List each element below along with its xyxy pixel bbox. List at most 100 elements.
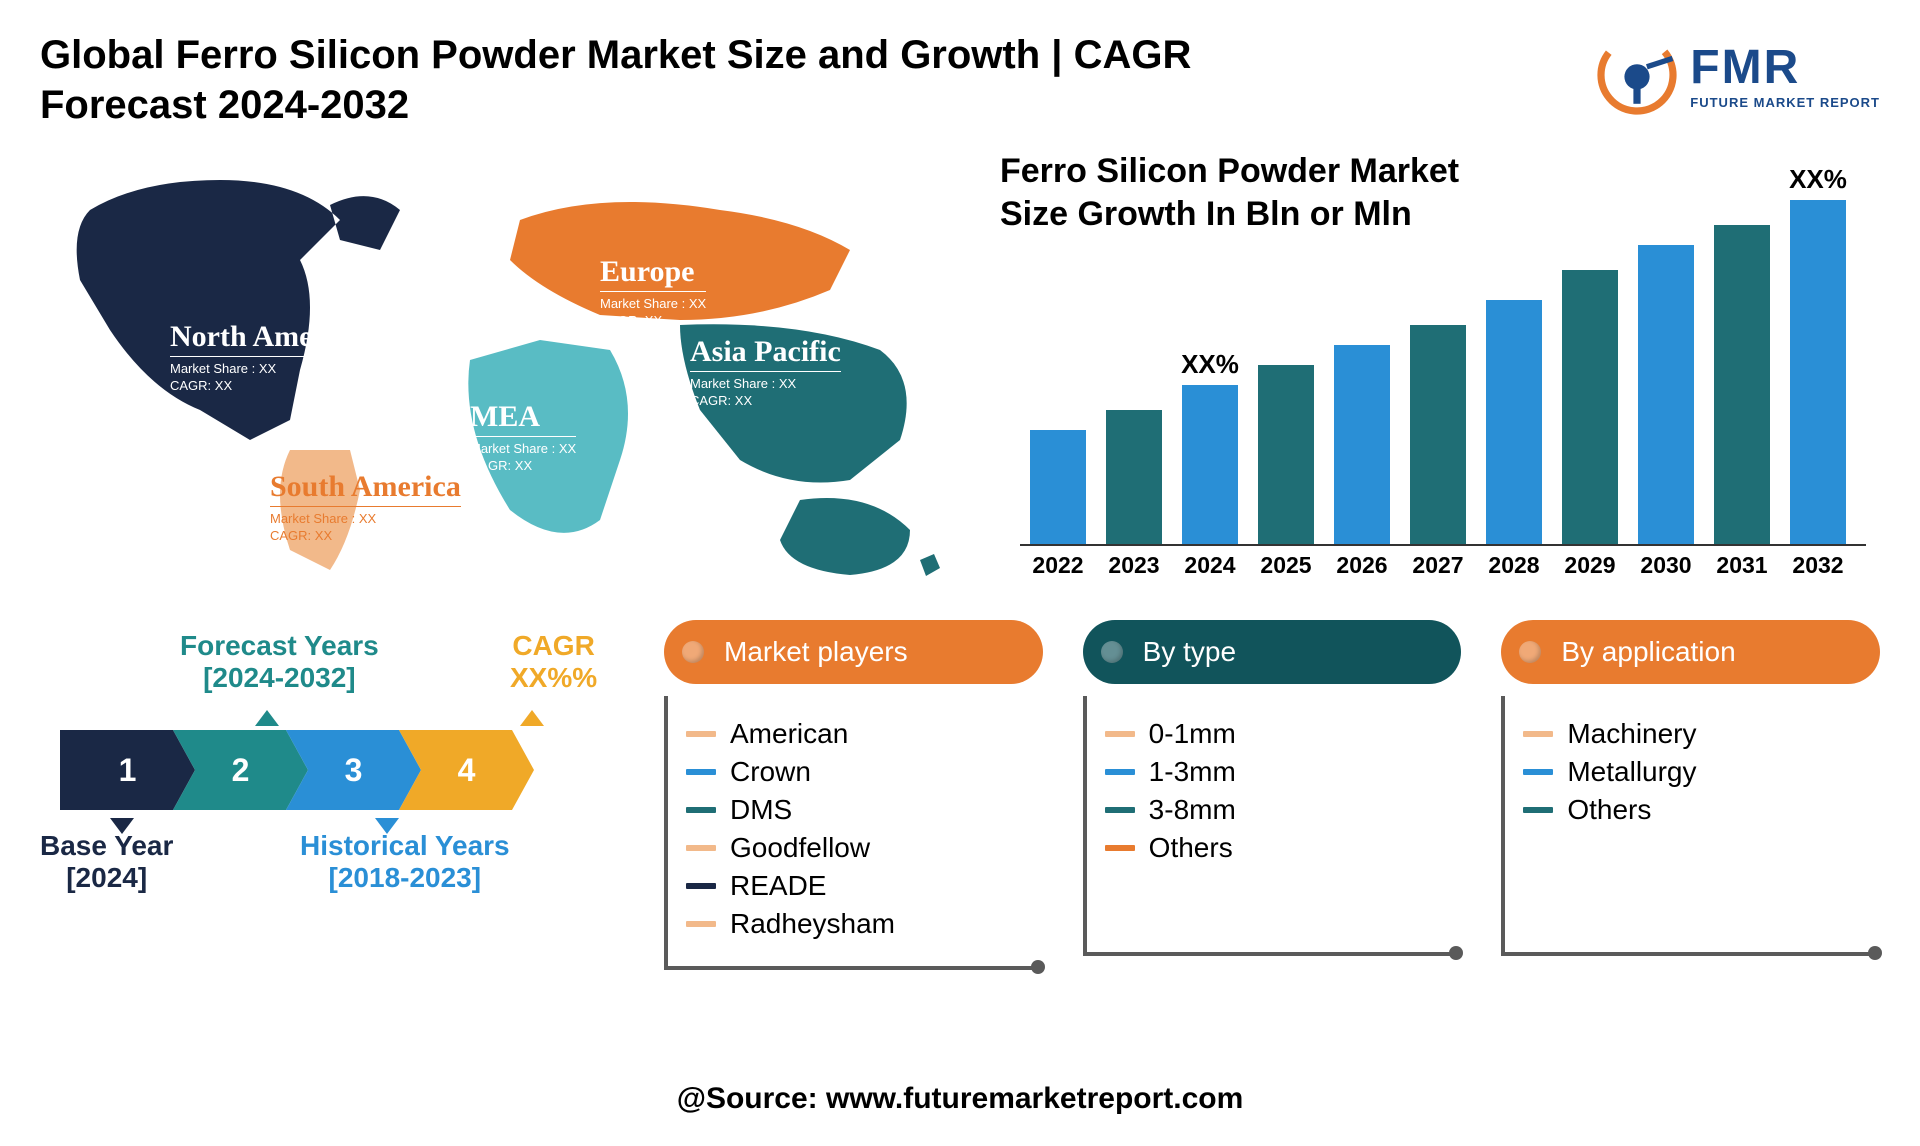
bar-2032: [1790, 200, 1846, 545]
list-item: 1-3mm: [1105, 756, 1452, 788]
bar-annotation: XX%: [1181, 349, 1239, 379]
list-item: Metallurgy: [1523, 756, 1870, 788]
source-line: @Source: www.futuremarketreport.com: [677, 1082, 1244, 1116]
item-label: Metallurgy: [1567, 756, 1696, 788]
region-label-mea: MEAMarket Share : XXCAGR: XX: [470, 400, 576, 475]
timeline-label: Historical Years[2018-2023]: [300, 830, 510, 894]
bar-2030: [1638, 245, 1694, 545]
bar-label-2028: 2028: [1488, 552, 1539, 578]
item-color-icon: [1105, 807, 1135, 813]
category-title: Market players: [724, 636, 908, 668]
region-label-north-america: North AmericaMarket Share : XXCAGR: XX: [170, 320, 362, 395]
bar-2031: [1714, 225, 1770, 545]
category-pill: Market players: [664, 620, 1043, 684]
item-label: READE: [730, 870, 826, 902]
region-label-europe: EuropeMarket Share : XXCAGR: XX: [600, 255, 706, 330]
bar-2026: [1334, 345, 1390, 545]
bar-label-2022: 2022: [1032, 552, 1083, 578]
bar-annotation: XX%: [1789, 164, 1847, 194]
item-color-icon: [686, 921, 716, 927]
category-title: By type: [1143, 636, 1236, 668]
bar-2023: [1106, 410, 1162, 545]
bar-label-2027: 2027: [1412, 552, 1463, 578]
category-frame: 0-1mm 1-3mm 3-8mm Others: [1083, 696, 1462, 956]
timeline-arrow-icon: [255, 710, 279, 726]
category-pill: By application: [1501, 620, 1880, 684]
bar-label-2029: 2029: [1564, 552, 1615, 578]
item-label: Others: [1567, 794, 1651, 826]
list-item: 3-8mm: [1105, 794, 1452, 826]
item-color-icon: [686, 845, 716, 851]
region-label-south-america: South AmericaMarket Share : XXCAGR: XX: [270, 470, 461, 545]
page-title: Global Ferro Silicon Powder Market Size …: [40, 30, 1340, 130]
logo-text: FMR: [1690, 40, 1880, 95]
item-color-icon: [1523, 731, 1553, 737]
item-label: Others: [1149, 832, 1233, 864]
bar-label-2024: 2024: [1184, 552, 1235, 578]
category-by-type: By type 0-1mm 1-3mm 3-8mm Others: [1083, 620, 1462, 970]
item-label: American: [730, 718, 848, 750]
category-title: By application: [1561, 636, 1735, 668]
bar-2028: [1486, 300, 1542, 545]
item-color-icon: [1105, 731, 1135, 737]
bar-label-2026: 2026: [1336, 552, 1387, 578]
world-map: North AmericaMarket Share : XXCAGR: XX So…: [40, 150, 960, 580]
item-label: Goodfellow: [730, 832, 870, 864]
item-color-icon: [686, 769, 716, 775]
item-label: DMS: [730, 794, 792, 826]
bar-label-2032: 2032: [1792, 552, 1843, 578]
item-label: 3-8mm: [1149, 794, 1236, 826]
timeline-step: 1: [60, 730, 195, 810]
item-label: Machinery: [1567, 718, 1696, 750]
list-item: Crown: [686, 756, 1033, 788]
category-frame: Machinery Metallurgy Others: [1501, 696, 1880, 956]
item-color-icon: [1105, 845, 1135, 851]
item-color-icon: [1523, 769, 1553, 775]
bar-2024: [1182, 385, 1238, 545]
category-market-players: Market players American Crown DMS Goodfellow…: [664, 620, 1043, 970]
list-item: 0-1mm: [1105, 718, 1452, 750]
list-item: Machinery: [1523, 718, 1870, 750]
item-color-icon: [686, 731, 716, 737]
pill-dot-icon: [1519, 641, 1541, 663]
item-label: Crown: [730, 756, 811, 788]
list-item: READE: [686, 870, 1033, 902]
bar-2025: [1258, 365, 1314, 545]
list-item: Goodfellow: [686, 832, 1033, 864]
item-label: 1-3mm: [1149, 756, 1236, 788]
item-color-icon: [1105, 769, 1135, 775]
region-label-asia-pacific: Asia PacificMarket Share : XXCAGR: XX: [690, 335, 841, 410]
logo-subtext: FUTURE MARKET REPORT: [1690, 95, 1880, 110]
bar-2027: [1410, 325, 1466, 545]
timeline-label: CAGRXX%%: [510, 630, 597, 694]
list-item: Others: [1523, 794, 1870, 826]
list-item: DMS: [686, 794, 1033, 826]
timeline-arrow-icon: [110, 818, 134, 834]
category-pill: By type: [1083, 620, 1462, 684]
item-color-icon: [686, 883, 716, 889]
list-item: Radheysham: [686, 908, 1033, 940]
logo-icon: [1592, 30, 1682, 120]
bar-chart: Ferro Silicon Powder Market Size Growth …: [1000, 150, 1880, 580]
timeline: Base Year[2024] Forecast Years[2024-2032]…: [40, 620, 640, 920]
bar-2029: [1562, 270, 1618, 545]
bar-label-2023: 2023: [1108, 552, 1159, 578]
timeline-arrow-icon: [520, 710, 544, 726]
item-label: Radheysham: [730, 908, 895, 940]
item-label: 0-1mm: [1149, 718, 1236, 750]
timeline-arrow-icon: [375, 818, 399, 834]
bar-chart-svg: 2022 2023 2024 2025 2026 2027 2028 2029 2030 2031…: [1020, 150, 1880, 580]
bar-2022: [1030, 430, 1086, 545]
timeline-label: Base Year[2024]: [40, 830, 173, 894]
list-item: American: [686, 718, 1033, 750]
bar-label-2031: 2031: [1716, 552, 1767, 578]
bar-label-2030: 2030: [1640, 552, 1691, 578]
category-frame: American Crown DMS Goodfellow READE Radheysha…: [664, 696, 1043, 970]
pill-dot-icon: [1101, 641, 1123, 663]
category-by-application: By application Machinery Metallurgy Others: [1501, 620, 1880, 970]
pill-dot-icon: [682, 641, 704, 663]
logo: FMR FUTURE MARKET REPORT: [1592, 30, 1880, 120]
bar-label-2025: 2025: [1260, 552, 1311, 578]
item-color-icon: [686, 807, 716, 813]
timeline-label: Forecast Years[2024-2032]: [180, 630, 379, 694]
